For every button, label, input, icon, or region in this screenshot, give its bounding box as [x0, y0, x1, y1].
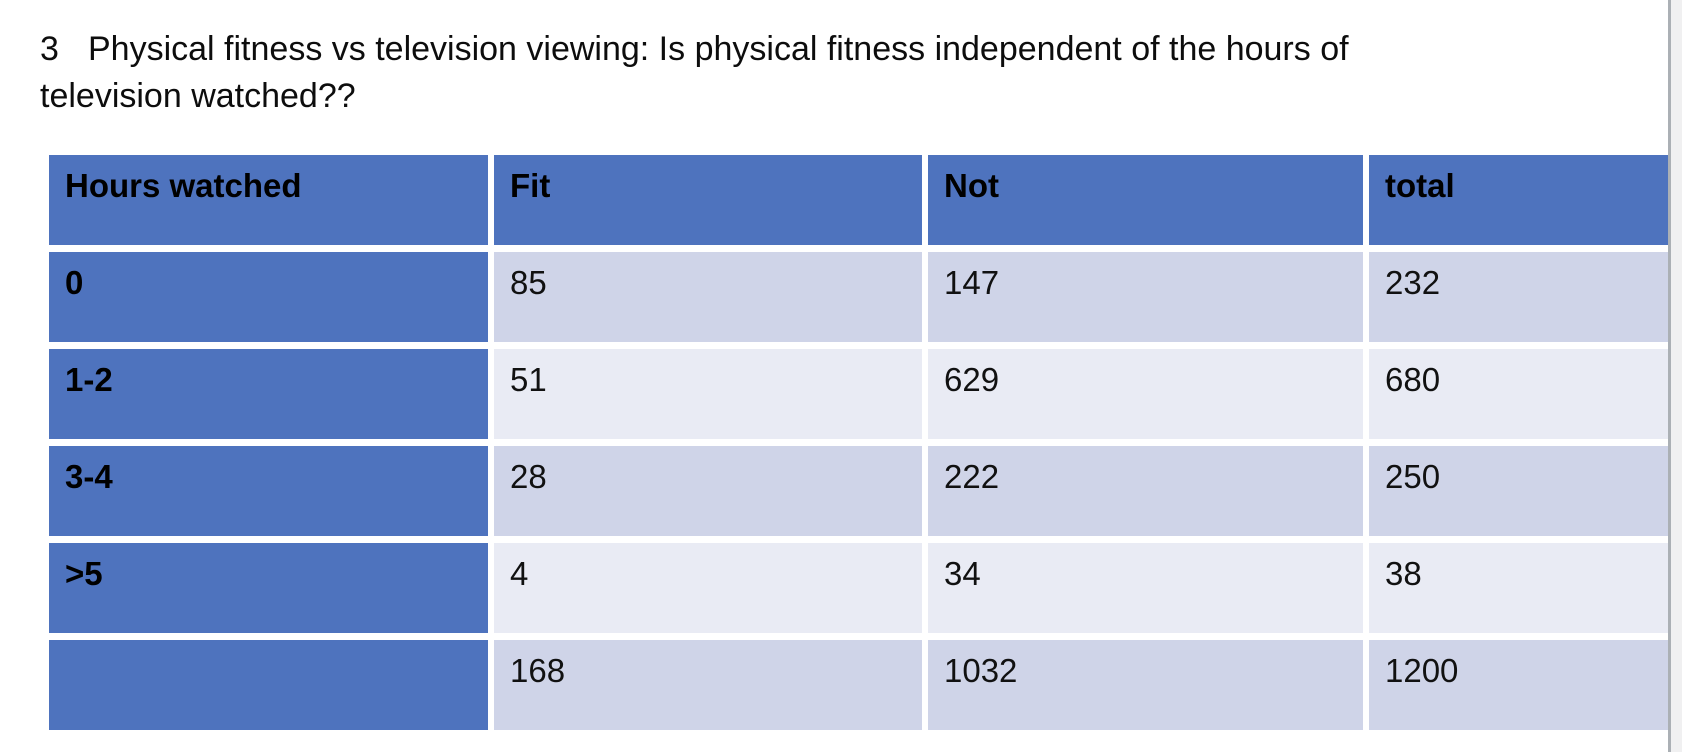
- question-text-line2: television watched??: [40, 77, 356, 115]
- question-title-line1: 3 Physical fitness vs television viewing…: [40, 26, 1562, 73]
- table-row-label: 0: [49, 252, 488, 342]
- table-cell-not: 629: [928, 349, 1363, 439]
- table-header-cell: Hours watched: [49, 155, 488, 245]
- table-cell-total: 680: [1369, 349, 1668, 439]
- table-cell-fit: 51: [494, 349, 922, 439]
- table-cell-not: 34: [928, 543, 1363, 633]
- table-row-label: 3-4: [49, 446, 488, 536]
- page-edge-gutter: [1668, 0, 1682, 752]
- table-cell-not: 147: [928, 252, 1363, 342]
- table-header-cell: Fit: [494, 155, 922, 245]
- table-row-label: >5: [49, 543, 488, 633]
- table-cell-fit: 4: [494, 543, 922, 633]
- table-cell-fit: 168: [494, 640, 922, 730]
- table-row-label: 1-2: [49, 349, 488, 439]
- table-cell-not: 1032: [928, 640, 1363, 730]
- table-header-cell: Not: [928, 155, 1363, 245]
- contingency-table: Hours watched Fit Not total 0 85 147 232 1-2 51 62…: [49, 155, 1668, 730]
- question-title: 3 Physical fitness vs television viewing…: [40, 26, 1562, 120]
- table-cell-fit: 28: [494, 446, 922, 536]
- table-row-label: [49, 640, 488, 730]
- table-cell-total: 232: [1369, 252, 1668, 342]
- question-number: 3: [40, 30, 59, 68]
- table-cell-total: 1200: [1369, 640, 1668, 730]
- question-text-line1: Physical fitness vs television viewing: …: [88, 30, 1349, 68]
- table-cell-total: 250: [1369, 446, 1668, 536]
- table-cell-fit: 85: [494, 252, 922, 342]
- table-cell-total: 38: [1369, 543, 1668, 633]
- table-header-cell: total: [1369, 155, 1668, 245]
- table-cell-not: 222: [928, 446, 1363, 536]
